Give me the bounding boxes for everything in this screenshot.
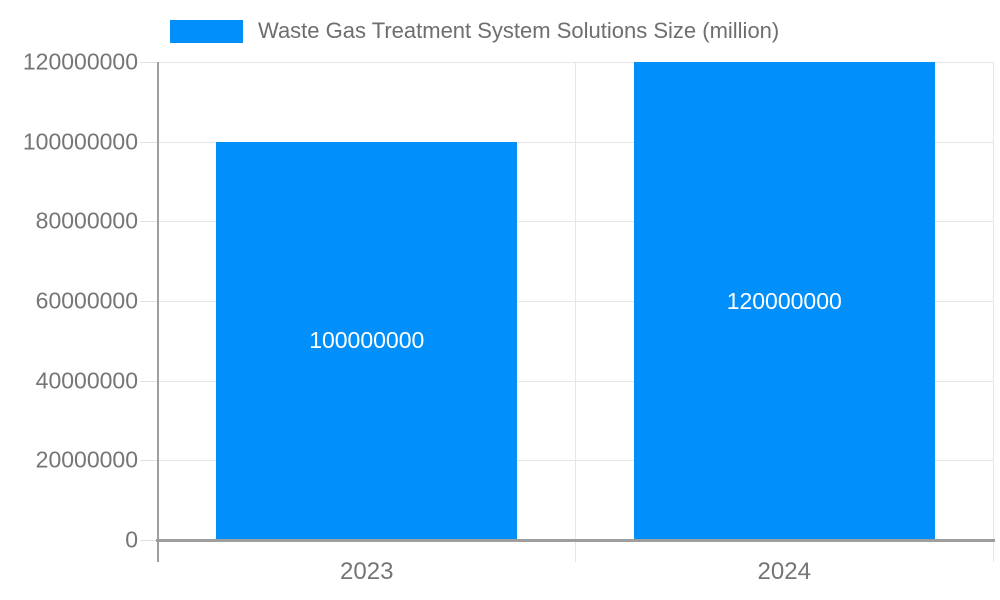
y-tick-mark [140, 460, 158, 462]
y-tick-mark [140, 540, 158, 541]
y-tick-label: 100000000 [22, 128, 138, 155]
y-tick-label: 60000000 [35, 287, 138, 314]
x-tick-label: 2023 [340, 558, 394, 585]
y-tick-label: 0 [125, 526, 138, 553]
bar-value-label: 120000000 [726, 287, 842, 314]
legend-swatch-icon [170, 19, 243, 43]
bar-2024[interactable]: 120000000 [633, 62, 935, 540]
x-tick-label: 2024 [757, 558, 811, 585]
y-tick-mark [140, 141, 158, 143]
y-tick-label: 20000000 [35, 446, 138, 473]
y-tick-label: 40000000 [35, 367, 138, 394]
y-tick-mark [140, 380, 158, 382]
x-axis-line [156, 539, 995, 542]
legend-label: Waste Gas Treatment System Solutions Siz… [258, 18, 780, 43]
plot-area: 100000000 120000000 [158, 62, 994, 562]
y-tick-mark [140, 301, 158, 302]
y-tick-mark [140, 221, 158, 223]
y-axis-line [157, 62, 159, 562]
y-tick-label: 120000000 [22, 48, 138, 75]
bar-value-label: 100000000 [309, 327, 425, 354]
legend: Waste Gas Treatment System Solutions Siz… [170, 14, 779, 48]
y-tick-mark [140, 62, 158, 63]
gridline-vertical [992, 62, 994, 562]
gridline-vertical [575, 62, 576, 562]
legend-item[interactable]: Waste Gas Treatment System Solutions Siz… [170, 18, 779, 44]
y-tick-label: 80000000 [35, 207, 138, 234]
bar-2023[interactable]: 100000000 [216, 141, 518, 540]
